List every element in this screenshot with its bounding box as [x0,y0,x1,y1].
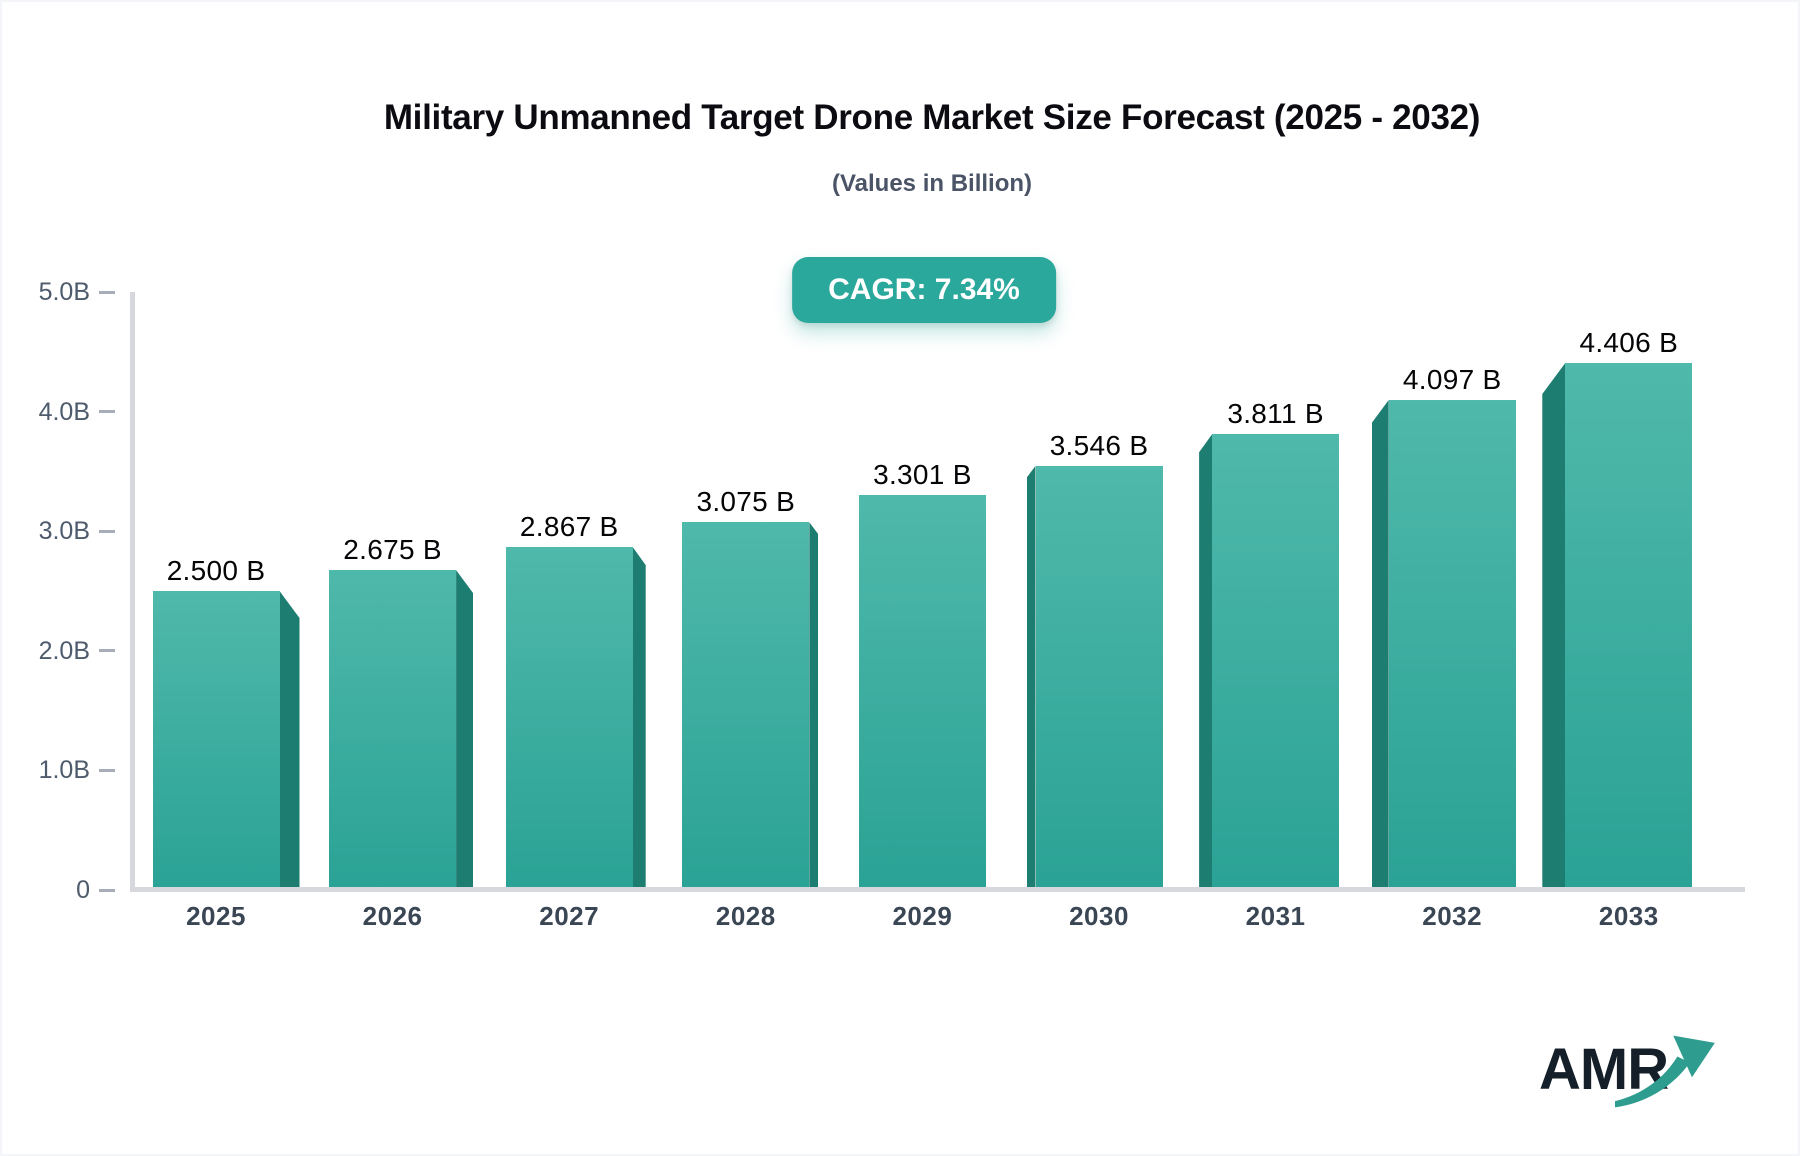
bar-side-face [632,547,646,890]
bar-2027 [505,547,633,890]
y-tick-mark [99,290,115,294]
bar-2029 [858,495,986,890]
x-axis-label: 2025 [186,901,246,931]
y-tick-mark [99,888,115,892]
bar-2030 [1035,465,1163,890]
y-tick-mark [99,529,115,533]
bar-2033 [1565,363,1693,890]
bar-side-face [456,570,474,890]
x-axis-label: 2026 [362,901,423,931]
chart-title: Military Unmanned Target Drone Market Si… [383,98,1481,137]
x-axis-label: 2032 [1422,901,1483,931]
y-tick-mark [99,410,115,414]
bar-2031 [1212,434,1340,890]
bar-value-label: 2.675 B [343,534,442,566]
x-axis-label: 2027 [539,901,600,931]
bar-side-face [809,522,819,890]
bar-side-face [279,591,300,890]
amr-logo: AMR [1539,1030,1739,1120]
bar-value-label: 4.097 B [1402,363,1502,395]
bar-side-face [1199,434,1213,890]
x-axis-label: 2030 [1069,901,1129,931]
x-axis-label: 2028 [715,901,776,931]
bar-2025 [152,591,280,890]
bar-2026 [329,570,457,890]
x-axis-label: 2033 [1598,901,1659,931]
bar-value-label: 3.811 B [1227,398,1324,430]
y-tick-mark [99,768,115,772]
bar-2028 [682,522,810,890]
bar-value-label: 4.406 B [1579,327,1679,359]
growth-arrow-icon [1615,1035,1715,1108]
x-axis-line [130,887,1745,892]
bar-side-face [1371,400,1389,890]
y-tick-label: 0 [76,876,90,904]
bar-value-label: 3.075 B [696,486,796,518]
y-tick-label: 5.0B [38,278,90,306]
bar-value-label: 2.500 B [166,555,266,586]
bar-side-face [1542,363,1566,890]
bar-value-label: 2.867 B [519,511,619,543]
bar-value-label: 3.546 B [1049,429,1149,461]
y-axis-line [130,292,135,890]
y-tick-label: 3.0B [38,517,90,546]
y-tick-mark [99,649,115,653]
x-axis-label: 2029 [892,901,953,931]
bar-value-label: 3.301 B [873,459,972,491]
y-tick-label: 1.0B [38,756,90,785]
y-tick-label: 2.0B [38,636,90,665]
bar-2032 [1388,400,1516,890]
cagr-badge: CAGR: 7.34% [792,257,1056,323]
x-axis-label: 2031 [1245,901,1306,931]
bar-side-face [1026,465,1036,890]
y-tick-label: 4.0B [38,397,90,426]
chart-subtitle: (Values in Billion) [831,170,1033,197]
